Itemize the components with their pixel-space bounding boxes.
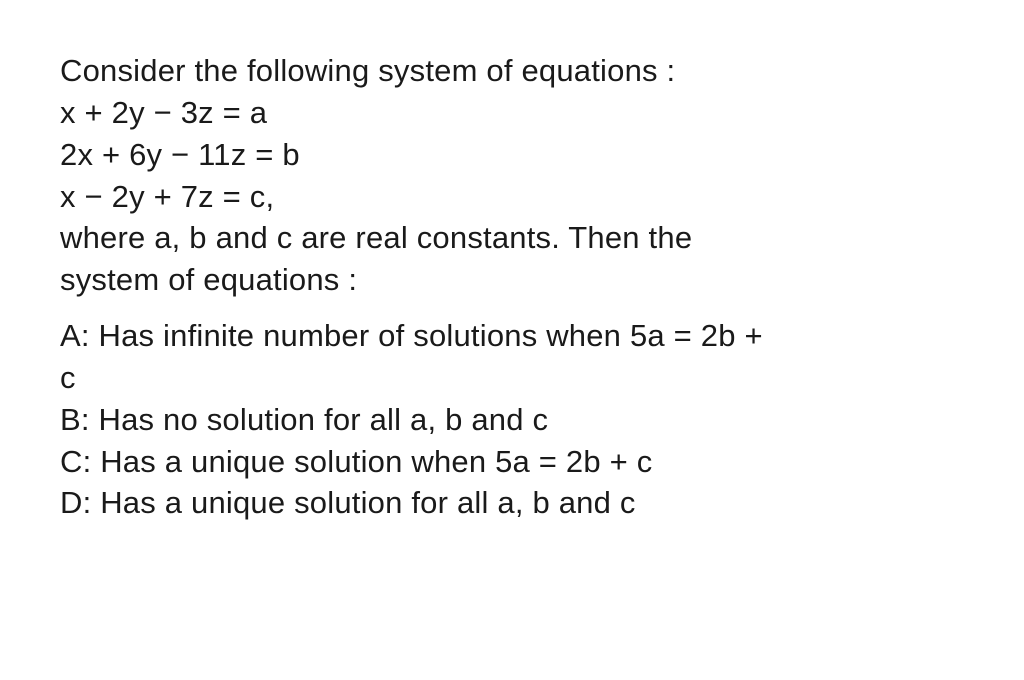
option-c: C: Has a unique solution when 5a = 2b + … xyxy=(60,441,984,483)
option-a-line1: A: Has infinite number of solutions when… xyxy=(60,315,984,357)
stem-tail-1: where a, b and c are real constants. The… xyxy=(60,217,984,259)
option-a-line2: c xyxy=(60,357,984,399)
equation-2: 2x + 6y − 11z = b xyxy=(60,134,984,176)
options-block: A: Has infinite number of solutions when… xyxy=(60,315,984,524)
stem-intro: Consider the following system of equatio… xyxy=(60,50,984,92)
equation-1: x + 2y − 3z = a xyxy=(60,92,984,134)
stem-tail-2: system of equations : xyxy=(60,259,984,301)
equation-3: x − 2y + 7z = c, xyxy=(60,176,984,218)
question-block: Consider the following system of equatio… xyxy=(60,50,984,524)
option-b: B: Has no solution for all a, b and c xyxy=(60,399,984,441)
option-d: D: Has a unique solution for all a, b an… xyxy=(60,482,984,524)
